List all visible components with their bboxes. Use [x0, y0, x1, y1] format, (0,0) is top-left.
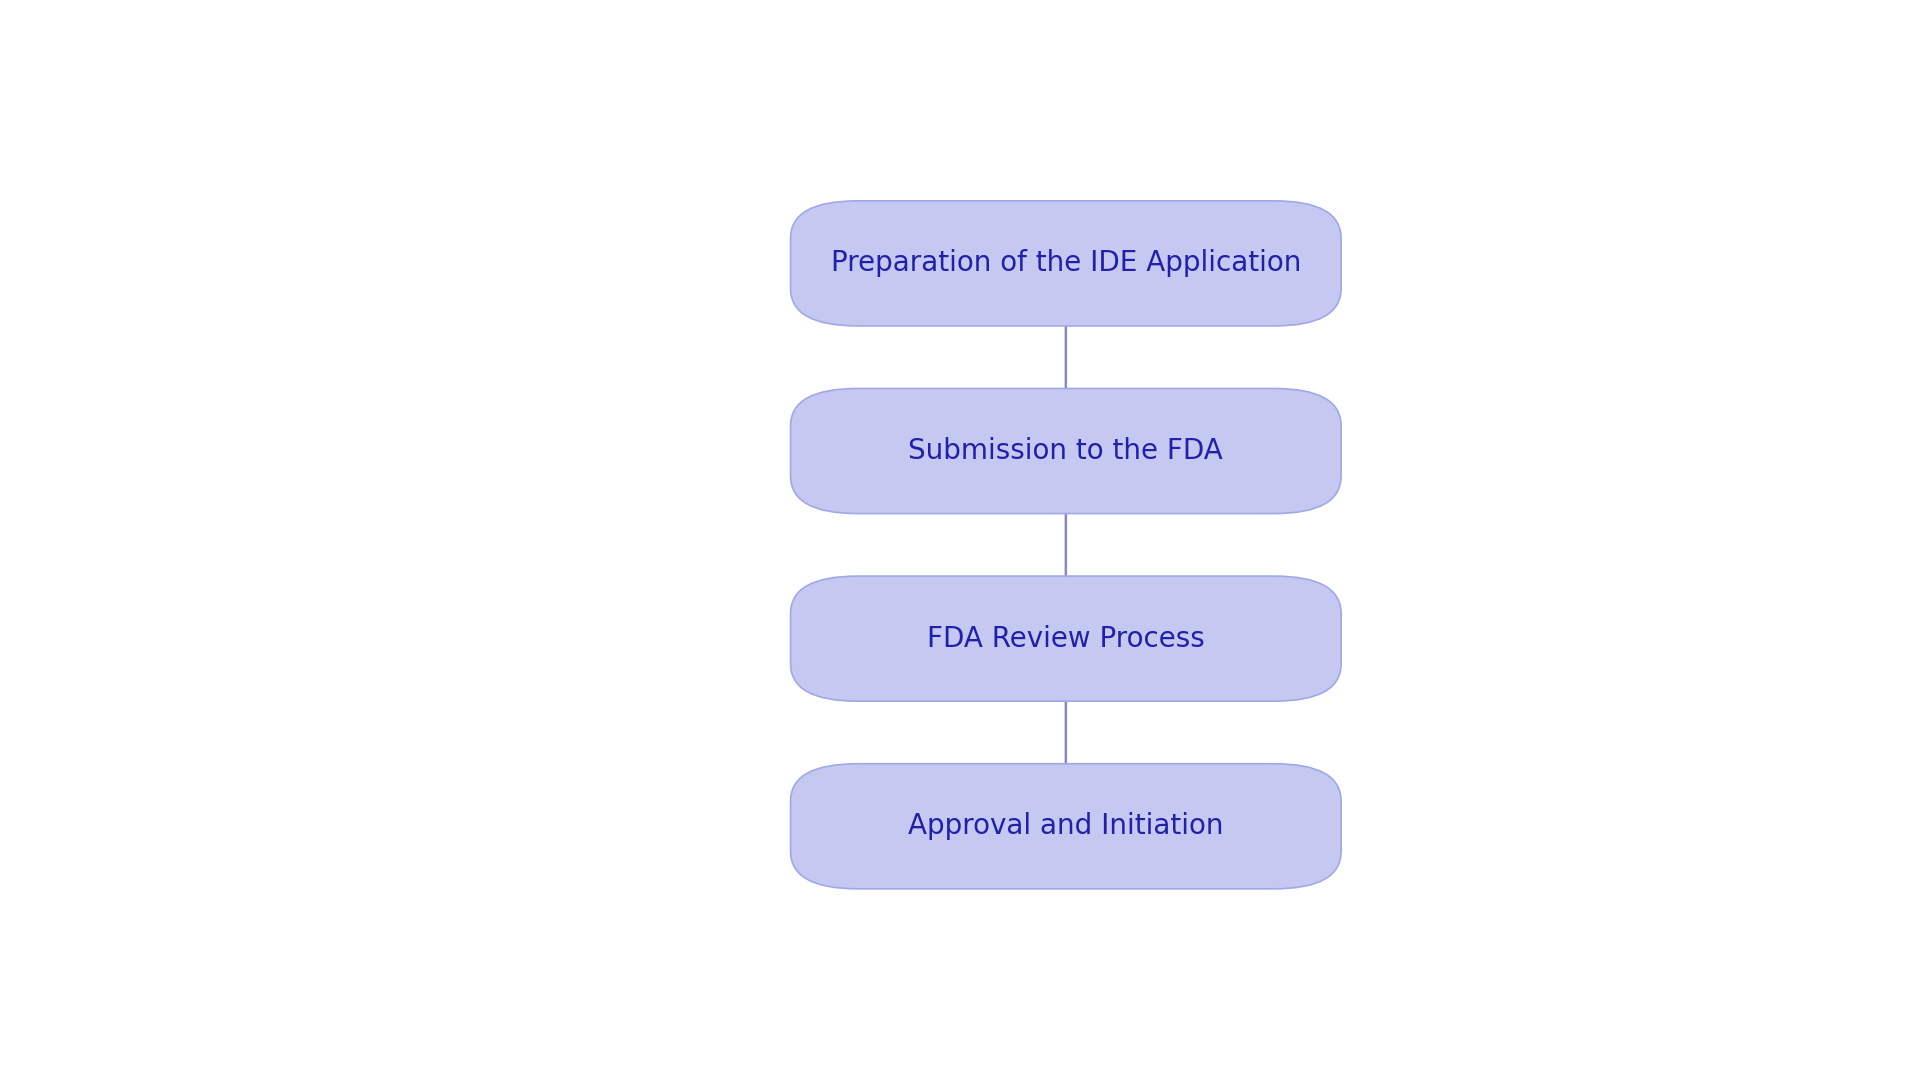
Text: FDA Review Process: FDA Review Process	[927, 625, 1204, 653]
FancyBboxPatch shape	[791, 200, 1340, 326]
FancyBboxPatch shape	[791, 389, 1340, 513]
FancyBboxPatch shape	[791, 576, 1340, 701]
Text: Preparation of the IDE Application: Preparation of the IDE Application	[831, 249, 1302, 277]
Text: Submission to the FDA: Submission to the FDA	[908, 438, 1223, 465]
FancyBboxPatch shape	[791, 764, 1340, 889]
Text: Approval and Initiation: Approval and Initiation	[908, 812, 1223, 840]
